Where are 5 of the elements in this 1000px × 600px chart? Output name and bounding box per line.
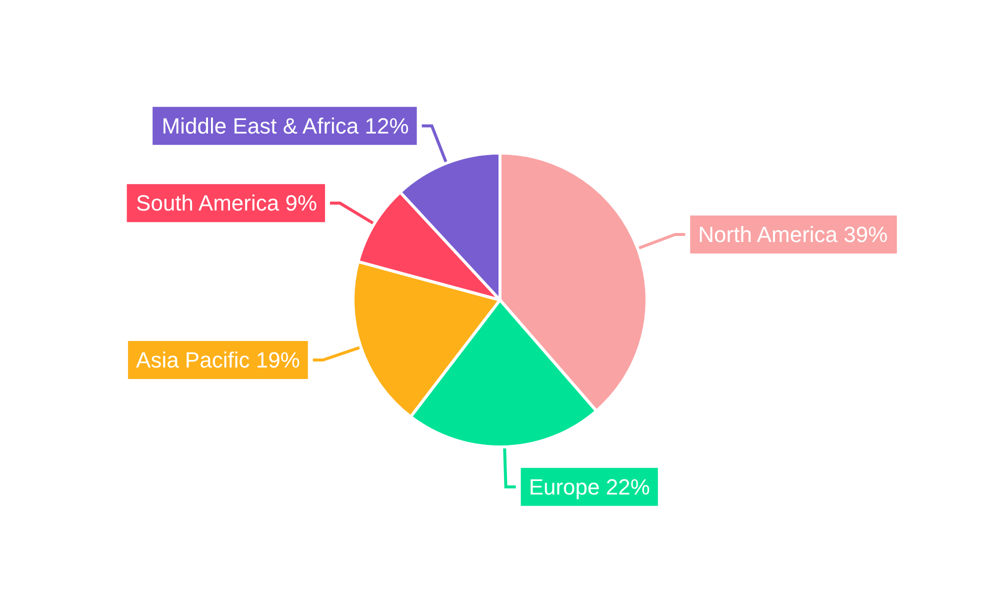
slice-label: Middle East & Africa 12% — [162, 113, 409, 138]
slice-label: North America 39% — [698, 222, 888, 248]
slice-label: South America 9% — [136, 190, 318, 216]
slice-label: Asia Pacific 19% — [136, 347, 300, 372]
slice-label: Europe 22% — [528, 474, 650, 500]
